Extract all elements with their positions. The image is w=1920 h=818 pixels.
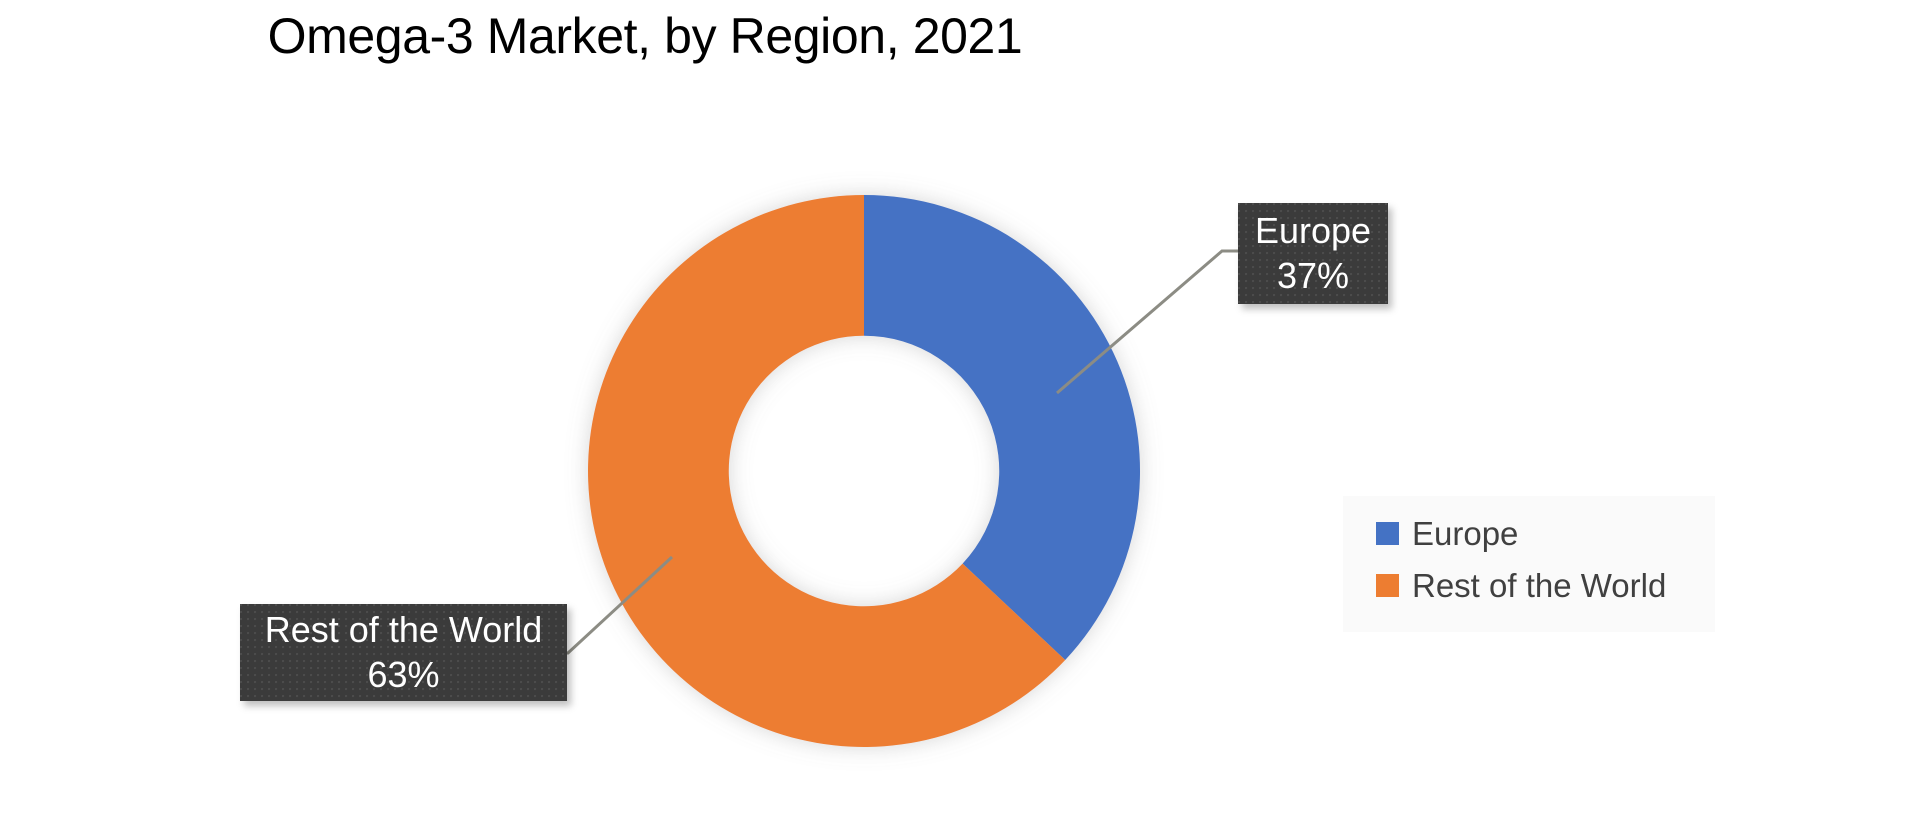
donut-slices xyxy=(588,195,1141,747)
data-label-rest-of-the-world-name: Rest of the World xyxy=(264,608,543,650)
legend-item-rest-of-the-world[interactable]: Rest of the World xyxy=(1376,568,1715,602)
data-label-europe-value: 37% xyxy=(1276,254,1350,296)
legend-item-europe[interactable]: Europe xyxy=(1376,516,1715,550)
pie-slice-rest-of-the-world[interactable] xyxy=(588,195,1066,747)
data-label-rest-of-the-world[interactable]: Rest of the World 63% xyxy=(240,604,567,701)
chart-title: Omega-3 Market, by Region, 2021 xyxy=(267,8,1023,64)
data-label-europe-name: Europe xyxy=(1254,209,1372,251)
chart-legend: Europe Rest of the World xyxy=(1343,496,1715,632)
donut-chart-svg xyxy=(588,195,1141,747)
donut-chart xyxy=(560,167,1168,775)
data-label-europe[interactable]: Europe 37% xyxy=(1238,203,1388,304)
pie-slice-europe[interactable] xyxy=(864,195,1141,660)
data-label-rest-of-the-world-value: 63% xyxy=(367,653,440,695)
legend-swatch-icon-europe xyxy=(1376,521,1399,545)
legend-label-europe: Europe xyxy=(1412,514,1519,552)
legend-swatch-icon-rest-of-the-world xyxy=(1376,573,1399,597)
legend-label-rest-of-the-world: Rest of the World xyxy=(1412,566,1667,604)
